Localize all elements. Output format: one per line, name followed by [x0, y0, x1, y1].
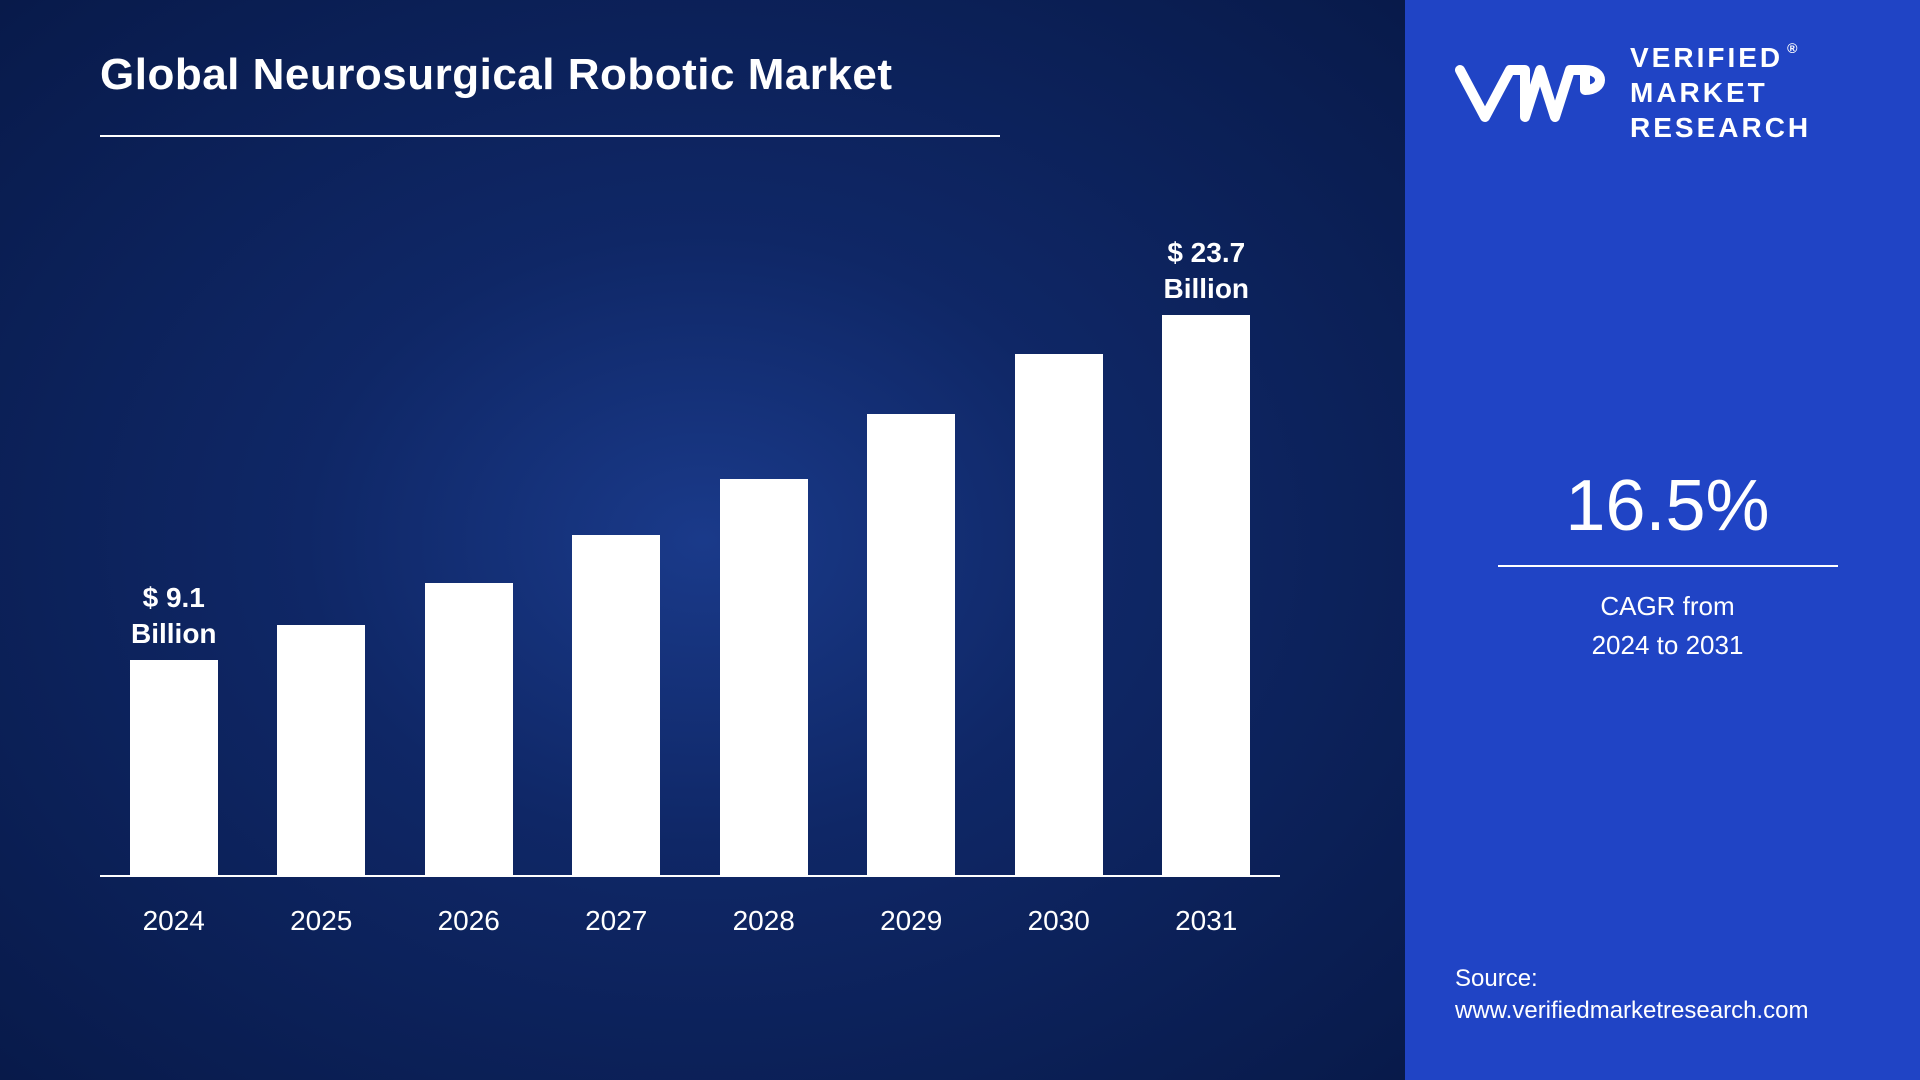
- x-axis-label: 2024: [124, 905, 224, 937]
- bar-wrapper: [1009, 354, 1109, 875]
- source-url: www.verifiedmarketresearch.com: [1455, 997, 1808, 1025]
- vmr-logo-icon: [1455, 55, 1610, 130]
- logo-line2: MARKET: [1630, 75, 1811, 110]
- bar: [425, 583, 513, 875]
- source-label: Source:: [1455, 965, 1808, 993]
- x-axis-label: 2031: [1156, 905, 1256, 937]
- cagr-section: 16.5% CAGR from 2024 to 2031: [1455, 465, 1880, 665]
- right-panel: VERIFIED® MARKET RESEARCH 16.5% CAGR fro…: [1405, 0, 1920, 1080]
- x-axis-label: 2028: [714, 905, 814, 937]
- bar-wrapper: [714, 479, 814, 875]
- logo-text: VERIFIED® MARKET RESEARCH: [1630, 40, 1811, 145]
- bars-area: $ 9.1Billion $ 23.7Billion: [100, 227, 1280, 877]
- bar-wrapper: $ 9.1Billion: [124, 660, 224, 875]
- cagr-label-line2: 2024 to 2031: [1592, 630, 1744, 660]
- logo-line1: VERIFIED®: [1630, 40, 1811, 75]
- x-axis-labels: 2024 2025 2026 2027 2028 2029 2030 2031: [100, 905, 1280, 937]
- source-section: Source: www.verifiedmarketresearch.com: [1455, 965, 1808, 1025]
- bar-wrapper: [861, 414, 961, 875]
- bar-value-label: $ 23.7Billion: [1163, 235, 1249, 308]
- title-section: Global Neurosurgical Robotic Market: [100, 50, 1345, 137]
- logo-line3: RESEARCH: [1630, 110, 1811, 145]
- bar: [867, 414, 955, 875]
- cagr-label: CAGR from 2024 to 2031: [1455, 587, 1880, 665]
- bar-wrapper: [271, 625, 371, 875]
- bar-wrapper: [566, 535, 666, 875]
- bar-wrapper: $ 23.7Billion: [1156, 315, 1256, 875]
- x-axis-label: 2026: [419, 905, 519, 937]
- chart-title: Global Neurosurgical Robotic Market: [100, 50, 1345, 100]
- x-axis-label: 2030: [1009, 905, 1109, 937]
- bar-chart: $ 9.1Billion$ 23.7Billion 20242025202620…: [100, 177, 1280, 957]
- logo-section: VERIFIED® MARKET RESEARCH: [1455, 40, 1880, 145]
- registered-mark: ®: [1787, 40, 1800, 56]
- x-axis-label: 2027: [566, 905, 666, 937]
- cagr-underline: [1498, 565, 1838, 567]
- left-panel: Global Neurosurgical Robotic Market $ 9.…: [0, 0, 1405, 1080]
- bar: [720, 479, 808, 875]
- bar: $ 9.1Billion: [130, 660, 218, 875]
- cagr-value: 16.5%: [1455, 465, 1880, 547]
- cagr-label-line1: CAGR from: [1600, 591, 1734, 621]
- bar-wrapper: [419, 583, 519, 875]
- bar: [1015, 354, 1103, 875]
- x-axis-label: 2025: [271, 905, 371, 937]
- bar: $ 23.7Billion: [1162, 315, 1250, 875]
- bar: [572, 535, 660, 875]
- bar-value-label: $ 9.1Billion: [131, 580, 217, 653]
- title-underline: [100, 135, 1000, 137]
- x-axis-label: 2029: [861, 905, 961, 937]
- bar: [277, 625, 365, 875]
